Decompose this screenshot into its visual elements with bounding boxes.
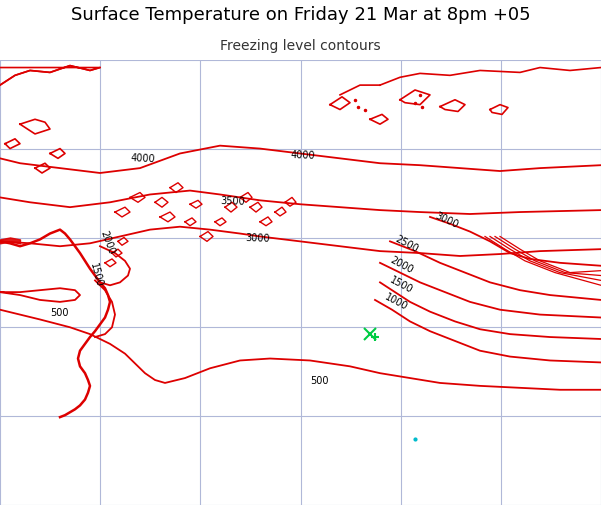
- Text: 2500: 2500: [393, 233, 419, 254]
- Text: 2000: 2000: [388, 255, 415, 275]
- Text: 500: 500: [50, 307, 69, 317]
- Text: Freezing level contours: Freezing level contours: [220, 38, 381, 53]
- Text: 3000: 3000: [433, 210, 459, 229]
- Text: 1000: 1000: [383, 292, 409, 312]
- Text: 3000: 3000: [245, 233, 270, 244]
- Text: 4000: 4000: [290, 150, 315, 161]
- Text: 4000: 4000: [130, 153, 155, 164]
- Text: 2000: 2000: [98, 229, 116, 256]
- Text: 500: 500: [310, 375, 329, 385]
- Text: 1500: 1500: [88, 262, 104, 288]
- Text: 1500: 1500: [388, 274, 415, 294]
- Text: Surface Temperature on Friday 21 Mar at 8pm +05: Surface Temperature on Friday 21 Mar at …: [71, 6, 530, 24]
- Text: 3500: 3500: [220, 196, 245, 207]
